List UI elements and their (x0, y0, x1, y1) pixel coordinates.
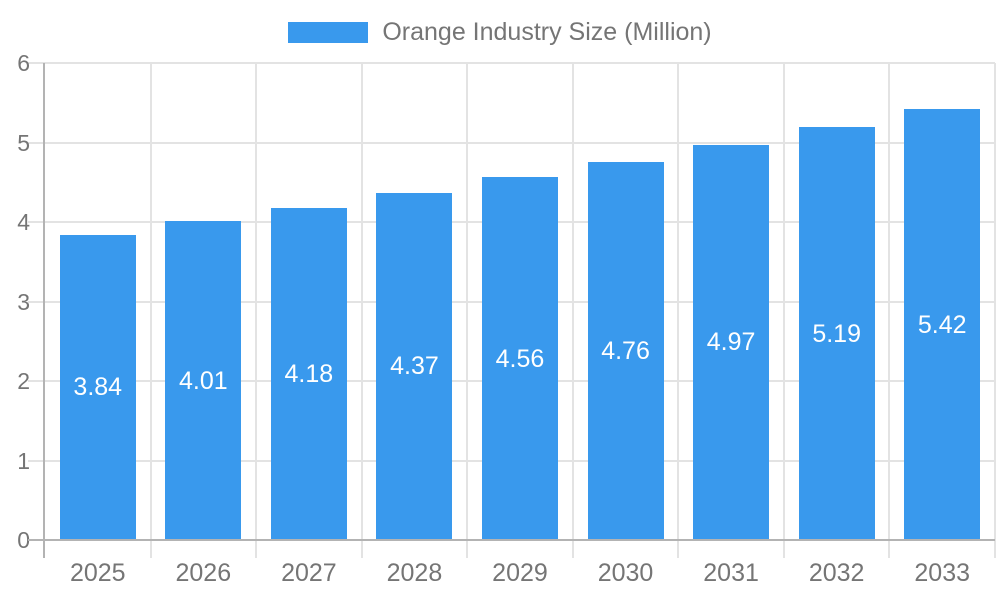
x-axis-tick-label: 2026 (175, 559, 232, 587)
bar[interactable] (587, 161, 664, 540)
x-gridline (255, 63, 258, 558)
x-axis-tick-label: 2032 (808, 559, 865, 587)
bar-value-label: 4.56 (495, 344, 545, 373)
bar[interactable] (798, 127, 875, 540)
x-axis-tick-label: 2030 (597, 559, 654, 587)
bar-value-label: 4.76 (601, 336, 650, 365)
bar[interactable] (904, 109, 981, 540)
bar-value-label: 5.42 (917, 310, 967, 339)
y-axis-tick-label: 3 (17, 288, 30, 315)
x-gridline (466, 63, 469, 558)
bar-value-label: 4.97 (706, 328, 756, 357)
y-gridline (28, 141, 995, 144)
bar-value-label: 5.19 (812, 319, 861, 348)
y-axis-tick-label: 4 (17, 209, 30, 235)
x-axis-tick-label: 2033 (914, 559, 971, 587)
legend[interactable]: Orange Industry Size (Million) (0, 17, 1000, 47)
y-axis-line (43, 63, 45, 558)
bar[interactable] (482, 177, 558, 540)
bar-value-label: 4.01 (178, 366, 228, 395)
bar[interactable] (376, 192, 453, 540)
x-axis-tick-label: 2031 (703, 559, 759, 587)
x-axis-tick-label: 2027 (281, 559, 337, 587)
x-axis-line (28, 539, 995, 541)
x-gridline (782, 63, 785, 558)
x-gridline (360, 63, 363, 558)
y-axis-tick-label: 5 (17, 129, 30, 156)
legend-swatch (288, 21, 369, 43)
x-axis-tick-label: 2025 (69, 559, 126, 587)
x-gridline (571, 63, 574, 558)
bar[interactable] (165, 221, 242, 540)
bar-value-label: 4.18 (284, 359, 334, 388)
bar[interactable] (693, 144, 770, 540)
bar-value-label: 4.37 (390, 352, 439, 381)
legend-label: Orange Industry Size (Million) (382, 17, 712, 46)
bar[interactable] (270, 207, 347, 540)
x-axis-tick-label: 2029 (492, 559, 548, 587)
y-axis-tick-label: 6 (17, 50, 30, 76)
y-axis-tick-label: 0 (17, 527, 30, 553)
x-gridline (677, 63, 680, 558)
x-gridline (149, 63, 152, 558)
bar[interactable] (59, 234, 136, 540)
y-axis-tick-label: 1 (17, 447, 30, 474)
x-gridline (888, 63, 891, 558)
x-gridline (994, 63, 996, 558)
bar-value-label: 3.84 (73, 373, 123, 402)
x-axis-tick-label: 2028 (386, 559, 443, 587)
y-gridline (28, 62, 995, 64)
y-axis-tick-label: 2 (17, 368, 30, 394)
